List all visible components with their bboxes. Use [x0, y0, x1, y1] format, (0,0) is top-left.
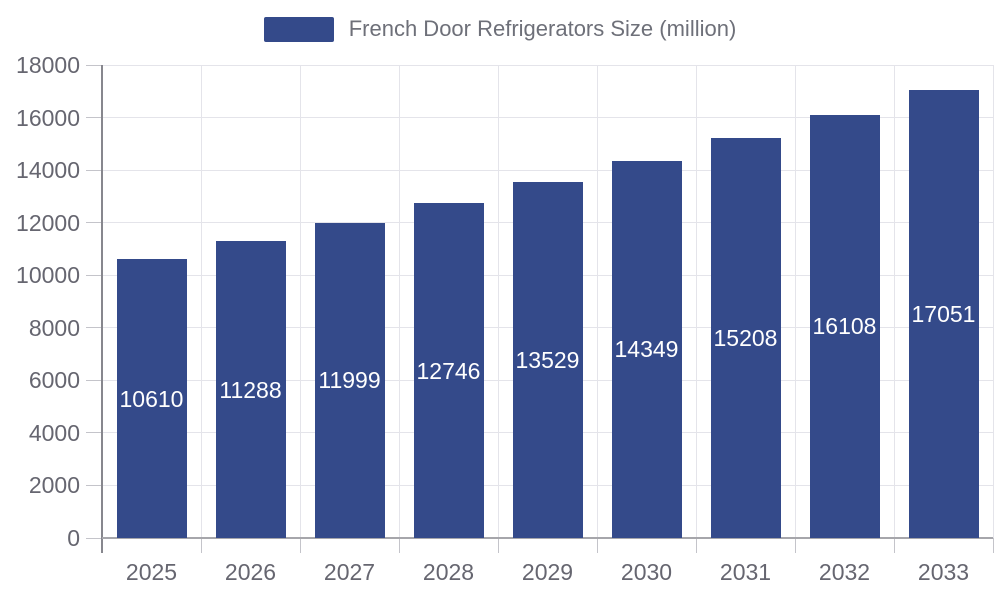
x-axis-label: 2026	[224, 559, 277, 585]
bar	[710, 138, 781, 538]
legend-swatch	[263, 16, 334, 42]
y-tick	[86, 274, 102, 276]
x-axis-label: 2031	[719, 559, 772, 585]
y-axis-label: 10000	[16, 262, 80, 289]
bar-value-label: 16108	[812, 313, 877, 340]
x-gridline	[794, 65, 796, 538]
bar-value-label: 11288	[219, 376, 282, 403]
y-tick	[86, 484, 102, 486]
x-gridline	[695, 65, 697, 538]
x-axis-label: 2030	[620, 559, 673, 585]
bar	[512, 182, 583, 538]
y-tick	[86, 379, 102, 381]
x-axis-label: 2032	[818, 559, 871, 585]
bar-value-label: 11999	[318, 367, 381, 394]
x-axis-label: 2033	[917, 559, 970, 585]
y-tick	[86, 327, 102, 329]
y-axis-label: 18000	[16, 52, 80, 78]
y-axis-label: 8000	[28, 314, 80, 341]
x-gridline	[596, 65, 598, 538]
y-axis-line	[101, 65, 103, 553]
bar-value-label: 10610	[119, 385, 184, 412]
y-tick	[86, 64, 102, 66]
x-tick	[497, 538, 499, 553]
bar	[809, 114, 880, 538]
x-tick	[596, 538, 598, 553]
y-tick	[86, 432, 102, 434]
legend-item[interactable]: French Door Refrigerators Size (million)	[0, 16, 1000, 42]
x-axis-line	[102, 537, 993, 539]
bar	[116, 259, 187, 538]
y-axis-label: 4000	[28, 419, 80, 446]
y-tick	[86, 169, 102, 171]
y-axis-label: 2000	[28, 472, 80, 499]
x-gridline	[992, 65, 994, 538]
y-gridline	[102, 117, 993, 119]
bar	[611, 160, 682, 538]
bar	[215, 241, 286, 538]
y-axis-label: 12000	[16, 209, 80, 236]
x-gridline	[893, 65, 895, 538]
x-gridline	[497, 65, 499, 538]
x-gridline	[299, 65, 301, 538]
y-tick	[86, 222, 102, 224]
y-axis-label: 16000	[16, 104, 80, 131]
x-axis-label: 2028	[422, 559, 475, 585]
bar	[908, 89, 979, 538]
y-axis-label: 6000	[28, 367, 80, 394]
bar-value-label: 12746	[416, 357, 481, 384]
bar	[314, 222, 385, 538]
bar-value-label: 14349	[614, 336, 679, 363]
x-gridline	[200, 65, 202, 538]
x-axis-label: 2025	[125, 559, 178, 585]
x-gridline	[398, 65, 400, 538]
x-tick	[695, 538, 697, 553]
y-tick	[86, 537, 102, 539]
y-tick	[86, 117, 102, 119]
x-tick	[893, 538, 895, 553]
y-gridline	[102, 64, 993, 66]
x-tick	[200, 538, 202, 553]
bar-value-label: 17051	[911, 300, 976, 327]
x-axis-label: 2027	[323, 559, 376, 585]
bar-value-label: 13529	[515, 347, 580, 374]
y-axis-label: 14000	[16, 157, 80, 184]
x-tick	[299, 538, 301, 553]
y-gridline	[102, 169, 993, 171]
y-axis-label: 0	[67, 525, 80, 551]
bar	[413, 203, 484, 538]
x-tick	[794, 538, 796, 553]
x-tick	[992, 538, 994, 553]
legend-label: French Door Refrigerators Size (million)	[348, 16, 737, 41]
x-tick	[398, 538, 400, 553]
bar-value-label: 15208	[713, 325, 778, 352]
x-axis-label: 2029	[521, 559, 574, 585]
